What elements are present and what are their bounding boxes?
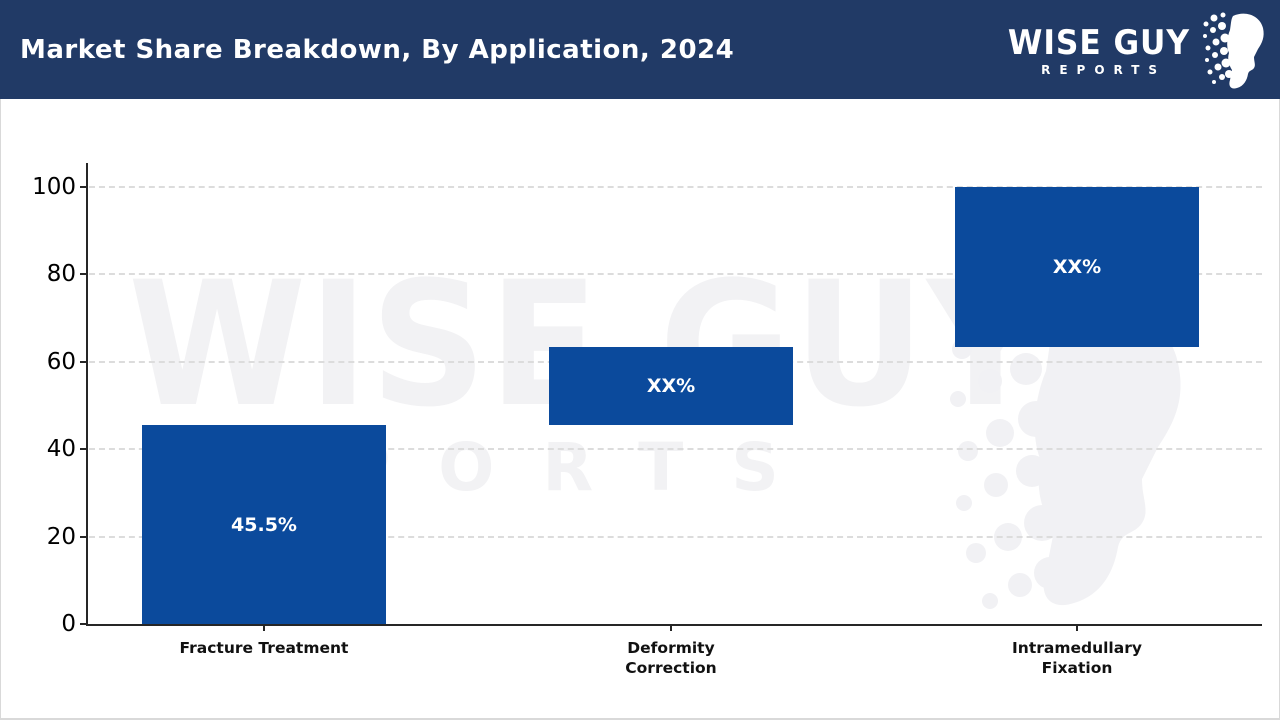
x-axis-label-deformity-correction: Deformity Correction bbox=[625, 639, 717, 677]
watermark: WISE GUY REPORTS bbox=[0, 99, 1280, 719]
y-tick-mark-40 bbox=[80, 448, 88, 451]
bar-deformity-correction: XX% bbox=[549, 346, 793, 426]
gridline-40 bbox=[89, 448, 1262, 451]
header-bar: Market Share Breakdown, By Application, … bbox=[0, 0, 1280, 99]
bar-value-label: 45.5% bbox=[231, 513, 297, 536]
x-tick-mark-fracture-treatment bbox=[263, 624, 265, 631]
y-tick-label-0: 0 bbox=[61, 611, 76, 637]
gridline-80 bbox=[89, 273, 1262, 276]
y-axis-line bbox=[86, 163, 88, 626]
x-tick-mark-deformity-correction bbox=[670, 624, 672, 631]
x-axis-line bbox=[86, 624, 1262, 626]
brand-wordmark-line1: WISE GUY bbox=[1008, 22, 1191, 63]
x-axis-label-fracture-treatment: Fracture Treatment bbox=[179, 639, 349, 657]
bar-fracture-treatment: 45.5% bbox=[142, 425, 386, 624]
y-tick-mark-0 bbox=[80, 623, 88, 625]
y-tick-label-100: 100 bbox=[32, 174, 76, 200]
y-tick-mark-100 bbox=[80, 186, 88, 188]
x-axis-label-intramedullary-fixation: Intramedullary Fixation bbox=[1012, 639, 1142, 677]
gridline-20 bbox=[89, 535, 1262, 538]
y-tick-label-60: 60 bbox=[46, 348, 76, 375]
y-tick-label-20: 20 bbox=[46, 523, 76, 550]
x-tick-mark-intramedullary-fixation bbox=[1076, 624, 1078, 631]
brand-wordmark-line2: REPORTS bbox=[1041, 62, 1167, 77]
brand-logo: WISE GUY REPORTS bbox=[1000, 10, 1266, 92]
bar-value-label: XX% bbox=[1052, 255, 1102, 278]
y-tick-mark-80 bbox=[80, 273, 88, 276]
y-tick-label-40: 40 bbox=[46, 436, 76, 463]
y-tick-mark-60 bbox=[80, 360, 88, 363]
bar-value-label: XX% bbox=[646, 374, 696, 397]
brand-face-icon bbox=[1203, 12, 1264, 89]
brand-wordmark: WISE GUY REPORTS bbox=[1000, 26, 1198, 77]
bar-intramedullary-fixation: XX% bbox=[955, 187, 1199, 347]
page-title: Market Share Breakdown, By Application, … bbox=[20, 34, 735, 65]
y-tick-mark-20 bbox=[80, 535, 88, 538]
y-tick-label-80: 80 bbox=[46, 261, 76, 288]
gridline-100 bbox=[89, 186, 1262, 188]
